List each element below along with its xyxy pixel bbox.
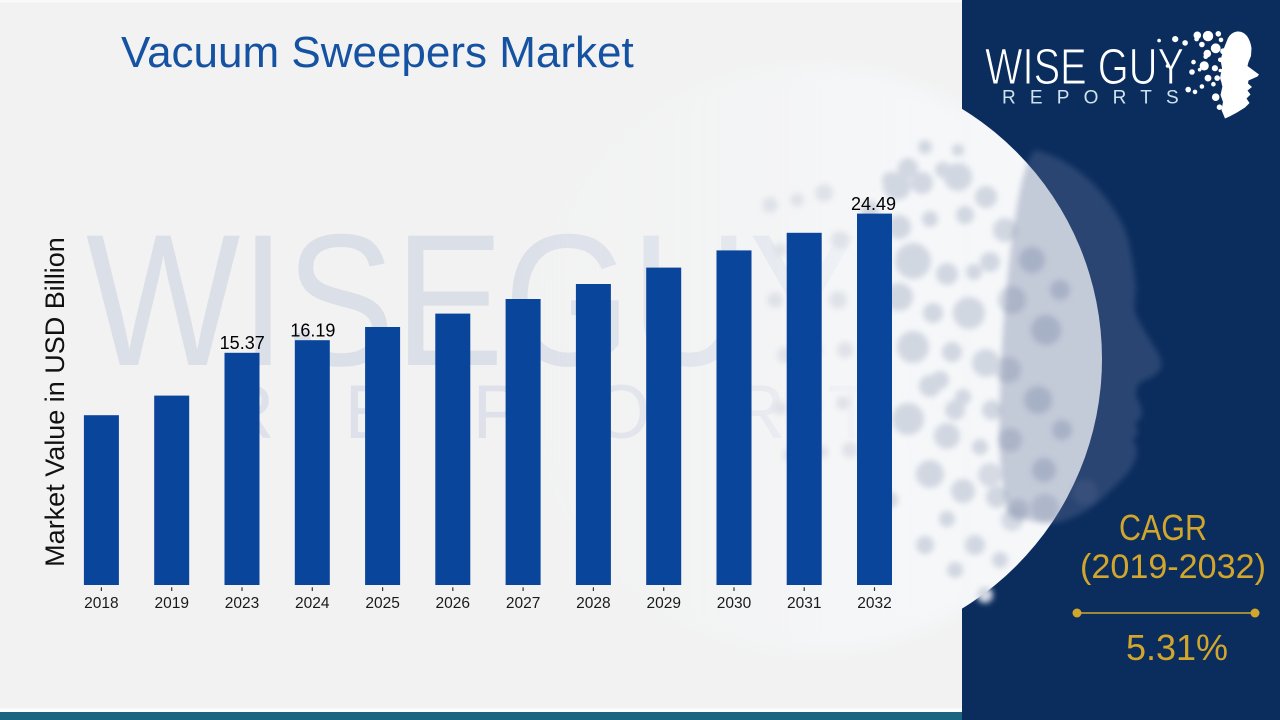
svg-text:16.19: 16.19 xyxy=(290,320,335,340)
svg-text:2026: 2026 xyxy=(436,595,470,612)
svg-text:2019: 2019 xyxy=(154,595,188,612)
svg-text:15.37: 15.37 xyxy=(220,333,265,353)
svg-text:2025: 2025 xyxy=(365,595,399,612)
svg-text:24.49: 24.49 xyxy=(851,194,896,214)
svg-text:2031: 2031 xyxy=(787,595,821,612)
svg-text:2027: 2027 xyxy=(506,595,540,612)
svg-text:2029: 2029 xyxy=(646,595,680,612)
svg-text:WISE GUY: WISE GUY xyxy=(985,38,1184,95)
svg-text:REPORTS: REPORTS xyxy=(1002,88,1193,109)
svg-text:(2019-2032): (2019-2032) xyxy=(1080,548,1266,586)
svg-text:CAGR: CAGR xyxy=(1119,507,1207,548)
svg-text:Market Value in USD Billion: Market Value in USD Billion xyxy=(40,237,70,567)
svg-text:2032: 2032 xyxy=(857,595,891,612)
svg-text:2028: 2028 xyxy=(576,595,610,612)
svg-text:2018: 2018 xyxy=(84,595,118,612)
svg-text:5.31%: 5.31% xyxy=(1126,627,1228,668)
svg-text:2023: 2023 xyxy=(225,595,259,612)
svg-text:2030: 2030 xyxy=(717,595,752,612)
svg-text:Vacuum Sweepers Market: Vacuum Sweepers Market xyxy=(121,28,634,77)
svg-text:2024: 2024 xyxy=(295,595,330,612)
